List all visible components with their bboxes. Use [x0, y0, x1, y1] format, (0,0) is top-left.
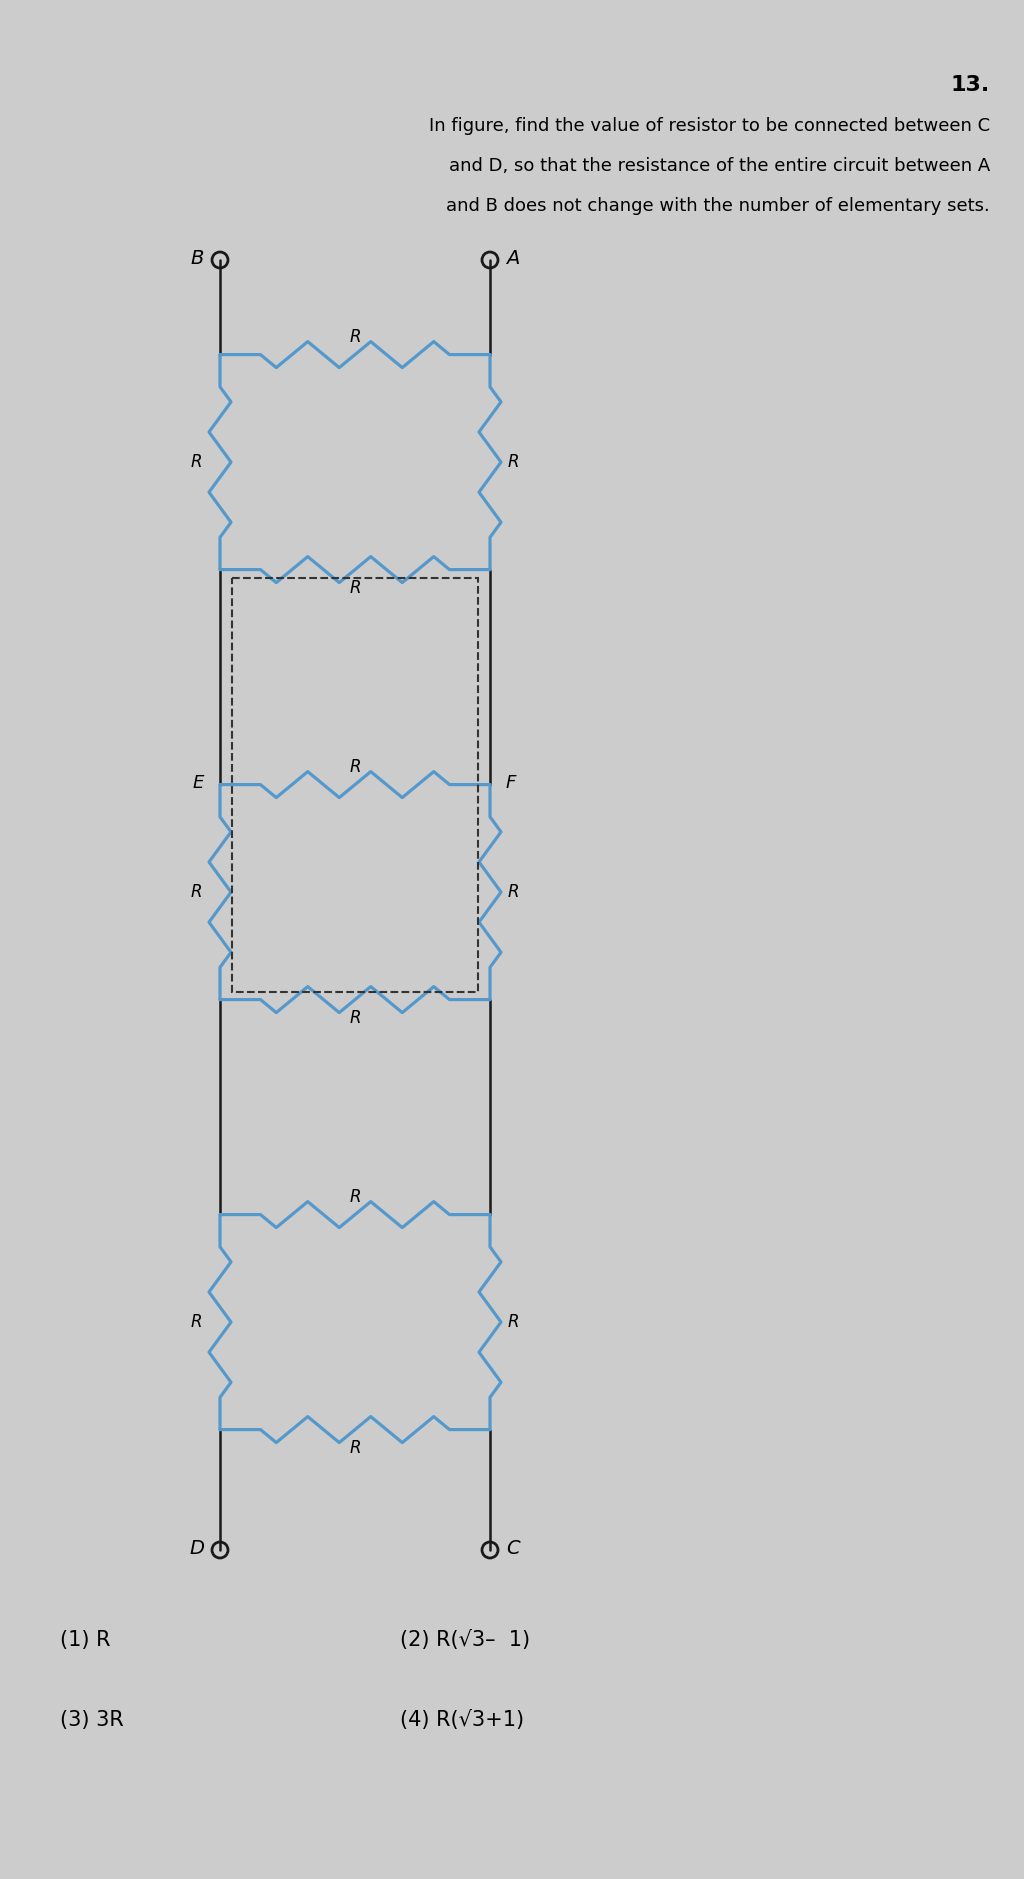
Text: (3) 3R: (3) 3R [60, 1710, 124, 1731]
Text: R: R [190, 883, 202, 902]
Text: R: R [190, 1313, 202, 1330]
Text: A: A [506, 248, 519, 267]
Text: and B does not change with the number of elementary sets.: and B does not change with the number of… [446, 197, 990, 214]
Text: R: R [508, 1313, 519, 1330]
Text: and D, so that the resistance of the entire circuit between A: and D, so that the resistance of the ent… [449, 158, 990, 175]
Text: R: R [349, 1009, 360, 1026]
Text: C: C [506, 1539, 519, 1558]
Text: E: E [193, 774, 204, 791]
Text: B: B [190, 248, 204, 267]
Bar [232, 577, 478, 992]
Text: R: R [349, 757, 360, 776]
Text: R: R [349, 1439, 360, 1456]
Text: R: R [349, 579, 360, 598]
Text: 13.: 13. [950, 75, 990, 96]
Text: F: F [506, 774, 516, 791]
Text: R: R [349, 1188, 360, 1206]
Text: In figure, find the value of resistor to be connected between C: In figure, find the value of resistor to… [429, 116, 990, 135]
Text: R: R [349, 327, 360, 346]
Text: (2) R(√3– 1): (2) R(√3– 1) [400, 1629, 530, 1650]
Text: R: R [508, 883, 519, 902]
Text: D: D [189, 1539, 204, 1558]
Text: (1) R: (1) R [60, 1629, 111, 1650]
Text: (4) R(√3+1): (4) R(√3+1) [400, 1710, 524, 1731]
Text: R: R [508, 453, 519, 472]
Text: R: R [190, 453, 202, 472]
